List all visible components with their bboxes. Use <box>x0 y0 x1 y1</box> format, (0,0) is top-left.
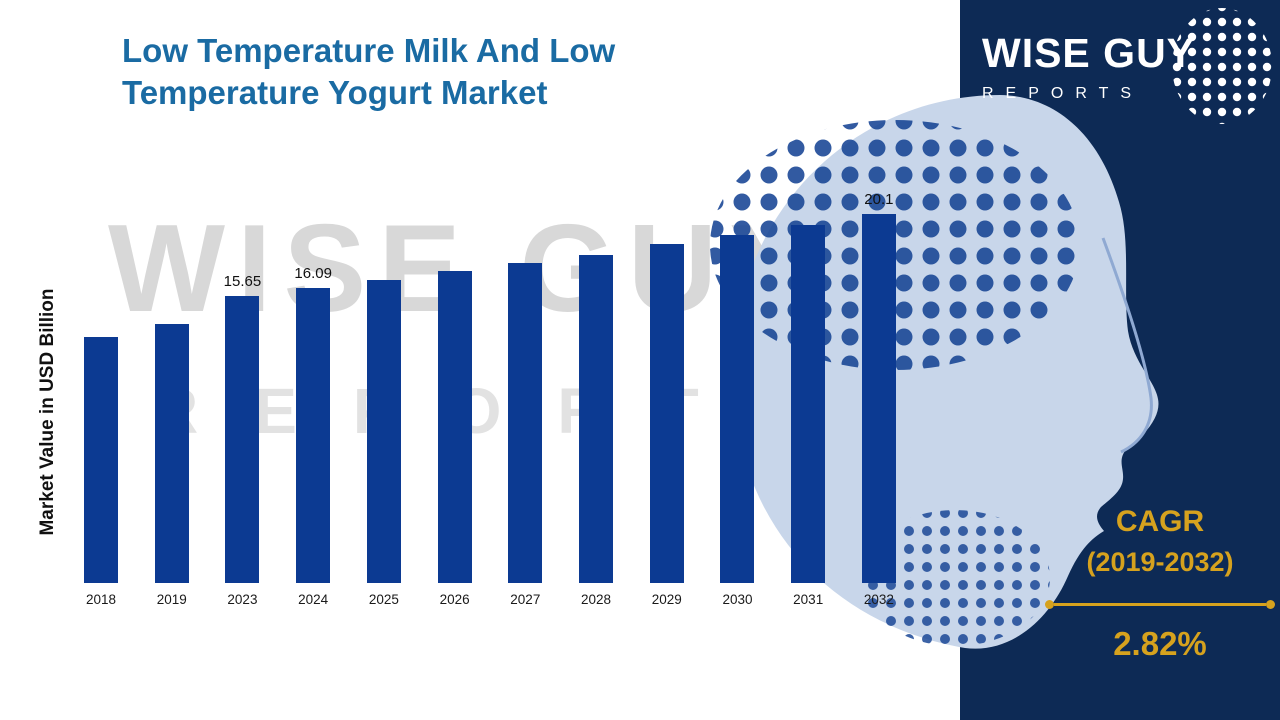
x-tick-2018: 2018 <box>85 592 117 607</box>
bar-value-label-2023: 15.65 <box>223 273 262 290</box>
bar-2026: 2026 <box>437 271 472 607</box>
page-title-line1: Low Temperature Milk And Low <box>122 32 616 69</box>
x-tick-2019: 2019 <box>156 592 187 607</box>
x-tick-2027: 2027 <box>510 592 541 607</box>
cagr-underline <box>1045 600 1275 609</box>
x-tick-2030: 2030 <box>722 592 753 607</box>
x-tick-2031: 2031 <box>793 592 824 607</box>
bar-2024: 2024 16.09 <box>294 265 332 607</box>
brand-reports-line: REPORTS <box>982 85 1144 102</box>
bar-value-label-2032: 20.1 <box>864 191 894 208</box>
page-title-line2: Temperature Yogurt Market <box>122 74 548 112</box>
x-tick-2028: 2028 <box>581 592 612 607</box>
bar-2025: 2025 <box>366 280 401 607</box>
line-end-dot-right <box>1266 600 1275 609</box>
bar-2029: 2029 <box>649 244 684 607</box>
bar-plot: 2018 2019 2023 15.65 2024 16.09 2025 2026 2027 20… <box>84 191 896 607</box>
bar-value-label-2024: 16.09 <box>294 265 332 282</box>
bar-2032: 2032 20.1 <box>861 191 896 607</box>
gold-line <box>1054 603 1266 606</box>
cagr-heading: CAGR <box>1115 505 1205 538</box>
bar-2031: 2031 <box>791 225 826 607</box>
bar-2027: 2027 <box>508 263 543 607</box>
brand-logo: WISE GUY REPORTS <box>982 30 1195 103</box>
x-tick-2023: 2023 <box>227 592 258 607</box>
x-tick-2025: 2025 <box>368 592 399 607</box>
x-tick-2032: 2032 <box>863 592 894 607</box>
bar-2023: 2023 15.65 <box>224 273 262 607</box>
y-axis-label: Market Value in USD Billion <box>37 288 58 536</box>
bar-2030: 2030 <box>720 235 755 607</box>
cagr-range: (2019-2032) <box>1086 547 1234 577</box>
x-tick-2029: 2029 <box>651 592 682 607</box>
line-end-dot-left <box>1045 600 1054 609</box>
page-title: Low Temperature Milk And Low Temperature… <box>122 30 615 114</box>
cagr-block: CAGR (2019-2032) 2.82% <box>1045 505 1275 663</box>
bar-2019: 2019 <box>154 324 189 607</box>
x-tick-2024: 2024 <box>298 592 329 607</box>
watermark-reports: REPORTS <box>152 375 854 447</box>
brand-name: WISE GUY <box>982 30 1196 76</box>
cagr-value: 2.82% <box>1113 625 1207 662</box>
bar-2028: 2028 <box>579 255 614 607</box>
x-tick-2026: 2026 <box>439 592 470 607</box>
bar-2018: 2018 <box>84 337 118 607</box>
